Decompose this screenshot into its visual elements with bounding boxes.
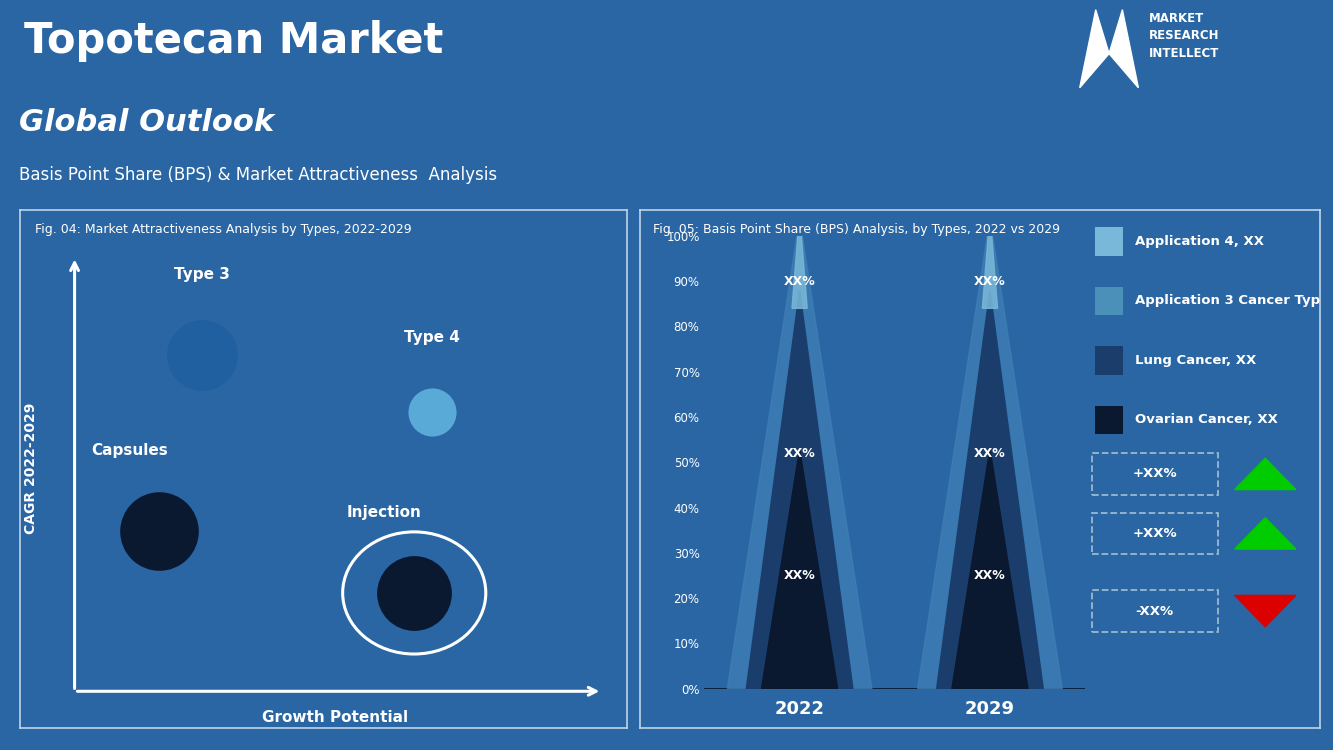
Text: MARKET
RESEARCH
INTELLECT: MARKET RESEARCH INTELLECT (1149, 12, 1220, 60)
Point (192, 349, 213, 361)
Text: +XX%: +XX% (1133, 467, 1177, 481)
Polygon shape (1080, 10, 1109, 88)
Polygon shape (1109, 10, 1138, 88)
FancyBboxPatch shape (1096, 227, 1122, 256)
Text: Capsules: Capsules (91, 443, 168, 458)
Text: Lung Cancer, XX: Lung Cancer, XX (1134, 353, 1256, 367)
Text: Type 3: Type 3 (175, 268, 229, 283)
Text: Basis Point Share (BPS) & Market Attractiveness  Analysis: Basis Point Share (BPS) & Market Attract… (19, 166, 497, 184)
Text: Fig. 04: Market Attractiveness Analysis by Types, 2022-2029: Fig. 04: Market Attractiveness Analysis … (35, 223, 412, 236)
Text: Type 4: Type 4 (404, 329, 460, 344)
Text: Injection: Injection (347, 506, 421, 520)
Text: Growth Potential: Growth Potential (263, 710, 408, 725)
Polygon shape (1234, 596, 1296, 627)
FancyBboxPatch shape (1096, 406, 1122, 434)
FancyBboxPatch shape (1096, 286, 1122, 315)
Text: Global Outlook: Global Outlook (19, 108, 275, 137)
Polygon shape (1234, 458, 1296, 490)
FancyBboxPatch shape (1096, 346, 1122, 374)
Text: +XX%: +XX% (1133, 527, 1177, 540)
Point (149, 525, 171, 537)
Text: Application 4, XX: Application 4, XX (1134, 235, 1264, 248)
Text: -XX%: -XX% (1136, 604, 1174, 617)
Text: CAGR 2022-2029: CAGR 2022-2029 (24, 403, 37, 535)
Point (404, 587, 425, 599)
Text: Ovarian Cancer, XX: Ovarian Cancer, XX (1134, 413, 1277, 426)
Polygon shape (1234, 518, 1296, 549)
Text: Fig. 05: Basis Point Share (BPS) Analysis, by Types, 2022 vs 2029: Fig. 05: Basis Point Share (BPS) Analysi… (653, 223, 1061, 236)
Point (421, 406, 443, 418)
Text: Application 3 Cancer Typ: Application 3 Cancer Typ (1134, 294, 1320, 307)
Text: Topotecan Market: Topotecan Market (24, 20, 444, 62)
